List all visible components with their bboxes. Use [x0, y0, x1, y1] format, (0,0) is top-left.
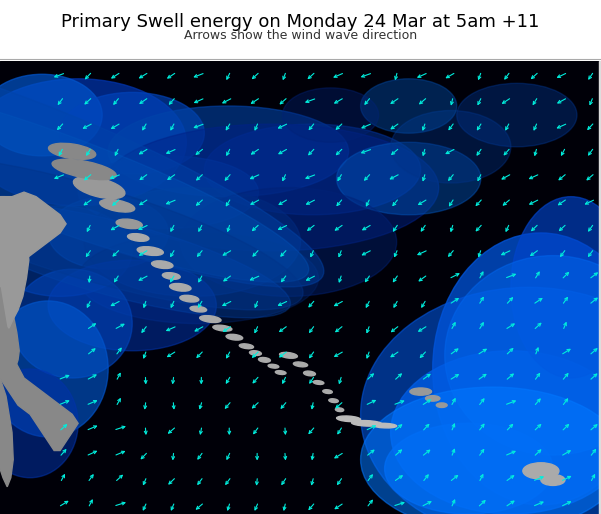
Ellipse shape [361, 79, 457, 133]
Ellipse shape [73, 177, 125, 198]
Ellipse shape [127, 234, 149, 241]
Ellipse shape [352, 420, 382, 426]
Text: Arrows show the wind wave direction: Arrows show the wind wave direction [184, 29, 417, 43]
Ellipse shape [0, 203, 290, 318]
Ellipse shape [52, 159, 116, 179]
Ellipse shape [162, 272, 180, 279]
Ellipse shape [190, 306, 207, 312]
Ellipse shape [329, 399, 338, 402]
Ellipse shape [282, 88, 379, 142]
Ellipse shape [60, 93, 204, 174]
Ellipse shape [0, 75, 309, 282]
Ellipse shape [313, 380, 324, 384]
Ellipse shape [169, 284, 191, 291]
Polygon shape [0, 378, 13, 487]
Ellipse shape [523, 463, 559, 479]
Ellipse shape [108, 106, 349, 197]
Ellipse shape [337, 142, 481, 215]
Ellipse shape [361, 387, 601, 514]
Ellipse shape [293, 362, 308, 367]
Ellipse shape [0, 74, 102, 156]
Ellipse shape [258, 358, 270, 362]
Ellipse shape [180, 188, 397, 297]
Ellipse shape [275, 371, 286, 375]
Ellipse shape [279, 353, 297, 358]
Ellipse shape [84, 188, 300, 297]
Ellipse shape [335, 408, 344, 412]
Text: Primary Swell energy on Monday 24 Mar at 5am +11: Primary Swell energy on Monday 24 Mar at… [61, 13, 540, 31]
Ellipse shape [180, 295, 199, 302]
Ellipse shape [102, 124, 439, 251]
Ellipse shape [410, 388, 432, 395]
Polygon shape [0, 233, 19, 369]
Ellipse shape [204, 124, 421, 215]
Ellipse shape [385, 424, 553, 514]
Ellipse shape [426, 396, 440, 401]
Ellipse shape [457, 83, 577, 147]
Polygon shape [0, 192, 66, 269]
Ellipse shape [436, 403, 447, 408]
Ellipse shape [78, 233, 319, 324]
Ellipse shape [100, 199, 135, 212]
Ellipse shape [200, 316, 221, 322]
Ellipse shape [511, 197, 601, 378]
Ellipse shape [116, 219, 142, 229]
Ellipse shape [137, 247, 163, 255]
Ellipse shape [48, 260, 216, 351]
Ellipse shape [337, 416, 361, 421]
Ellipse shape [0, 156, 303, 310]
Ellipse shape [12, 269, 132, 378]
Ellipse shape [433, 233, 601, 505]
Ellipse shape [78, 156, 258, 228]
Ellipse shape [249, 351, 261, 355]
Ellipse shape [391, 111, 511, 183]
Ellipse shape [0, 369, 78, 478]
Polygon shape [0, 197, 29, 328]
Ellipse shape [391, 351, 601, 514]
Bar [599, 61, 601, 514]
Ellipse shape [361, 287, 601, 514]
Ellipse shape [445, 255, 601, 455]
Ellipse shape [239, 344, 254, 348]
Ellipse shape [0, 301, 108, 437]
Ellipse shape [151, 261, 173, 268]
Ellipse shape [49, 143, 96, 159]
Ellipse shape [0, 206, 132, 297]
Ellipse shape [48, 197, 168, 269]
Polygon shape [0, 287, 78, 451]
Ellipse shape [0, 34, 324, 287]
Ellipse shape [268, 364, 279, 368]
Ellipse shape [323, 390, 332, 394]
Ellipse shape [226, 334, 243, 340]
Ellipse shape [0, 79, 186, 206]
Ellipse shape [304, 371, 316, 376]
Ellipse shape [373, 424, 397, 428]
Ellipse shape [541, 474, 565, 485]
Ellipse shape [213, 325, 232, 331]
